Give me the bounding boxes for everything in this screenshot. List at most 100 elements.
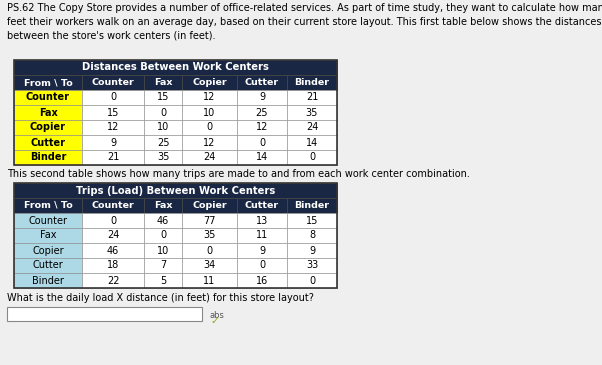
Text: 14: 14	[306, 138, 318, 147]
Bar	[14, 243, 82, 258]
Bar	[182, 198, 237, 213]
Bar	[237, 90, 287, 105]
Bar	[14, 60, 337, 75]
Bar	[144, 258, 182, 273]
Bar	[14, 105, 82, 120]
Text: 11: 11	[203, 276, 216, 285]
Text: Binder: Binder	[294, 201, 329, 210]
Bar	[14, 75, 82, 90]
Text: Counter: Counter	[92, 201, 134, 210]
Bar	[144, 228, 182, 243]
Bar	[182, 243, 237, 258]
Text: 24: 24	[203, 153, 216, 162]
Text: Fax: Fax	[154, 78, 172, 87]
Text: 33: 33	[306, 261, 318, 270]
Bar	[82, 135, 144, 150]
Bar	[144, 105, 182, 120]
Text: Fax: Fax	[154, 201, 172, 210]
Text: 12: 12	[107, 123, 119, 132]
Text: 22: 22	[107, 276, 119, 285]
Text: 0: 0	[206, 246, 213, 255]
Bar	[237, 258, 287, 273]
Bar	[14, 150, 82, 165]
Text: Fax: Fax	[39, 108, 57, 118]
Bar	[82, 105, 144, 120]
Bar	[14, 135, 82, 150]
Text: 24: 24	[306, 123, 318, 132]
Bar	[237, 105, 287, 120]
Bar	[287, 273, 337, 288]
Bar	[14, 183, 337, 288]
Text: 35: 35	[306, 108, 318, 118]
Bar	[287, 198, 337, 213]
Bar	[14, 120, 82, 135]
Text: Cutter: Cutter	[31, 138, 66, 147]
Bar	[287, 120, 337, 135]
Text: 25: 25	[256, 108, 268, 118]
Bar	[182, 258, 237, 273]
Bar	[82, 273, 144, 288]
Text: 9: 9	[259, 92, 265, 103]
Bar	[287, 105, 337, 120]
Bar	[82, 150, 144, 165]
Text: PS.62 The Copy Store provides a number of office-related services. As part of ti: PS.62 The Copy Store provides a number o…	[7, 3, 602, 41]
Text: abs: abs	[210, 311, 225, 319]
Bar	[182, 105, 237, 120]
Bar	[14, 90, 82, 105]
Text: Copier: Copier	[30, 123, 66, 132]
Bar	[14, 183, 337, 198]
Bar	[144, 213, 182, 228]
Text: 0: 0	[259, 138, 265, 147]
Bar	[182, 135, 237, 150]
Text: Fax: Fax	[40, 231, 56, 241]
Text: Counter: Counter	[92, 78, 134, 87]
Text: 9: 9	[259, 246, 265, 255]
Text: Cutter: Cutter	[33, 261, 63, 270]
Text: Copier: Copier	[192, 201, 227, 210]
Bar	[237, 75, 287, 90]
Bar	[144, 198, 182, 213]
Text: 34: 34	[203, 261, 216, 270]
Text: 10: 10	[203, 108, 216, 118]
Text: 0: 0	[259, 261, 265, 270]
Bar	[237, 243, 287, 258]
Bar	[182, 228, 237, 243]
Bar	[287, 150, 337, 165]
Bar	[82, 258, 144, 273]
Text: Trips (Load) Between Work Centers: Trips (Load) Between Work Centers	[76, 185, 275, 196]
Text: 13: 13	[256, 215, 268, 226]
Bar	[287, 135, 337, 150]
Text: 46: 46	[157, 215, 169, 226]
Bar	[287, 90, 337, 105]
Text: What is the daily load X distance (in feet) for this store layout?: What is the daily load X distance (in fe…	[7, 293, 314, 303]
Bar	[237, 228, 287, 243]
Bar	[82, 198, 144, 213]
Text: 25: 25	[157, 138, 169, 147]
Text: 0: 0	[206, 123, 213, 132]
Bar	[237, 120, 287, 135]
Text: 0: 0	[160, 231, 166, 241]
Bar	[144, 75, 182, 90]
Bar	[82, 243, 144, 258]
Bar	[144, 150, 182, 165]
Bar	[82, 120, 144, 135]
Text: ✓: ✓	[210, 316, 219, 326]
Bar	[182, 120, 237, 135]
Text: Cutter: Cutter	[245, 201, 279, 210]
Text: 0: 0	[110, 92, 116, 103]
Text: 12: 12	[203, 138, 216, 147]
Bar	[287, 243, 337, 258]
Text: 14: 14	[256, 153, 268, 162]
Text: From \ To: From \ To	[23, 201, 72, 210]
Text: 35: 35	[203, 231, 216, 241]
Text: 10: 10	[157, 123, 169, 132]
Text: Cutter: Cutter	[245, 78, 279, 87]
Bar	[237, 273, 287, 288]
Bar	[182, 273, 237, 288]
Text: 15: 15	[157, 92, 169, 103]
Bar	[82, 75, 144, 90]
Text: Binder: Binder	[32, 276, 64, 285]
Text: 16: 16	[256, 276, 268, 285]
Bar	[82, 213, 144, 228]
Bar	[14, 273, 82, 288]
